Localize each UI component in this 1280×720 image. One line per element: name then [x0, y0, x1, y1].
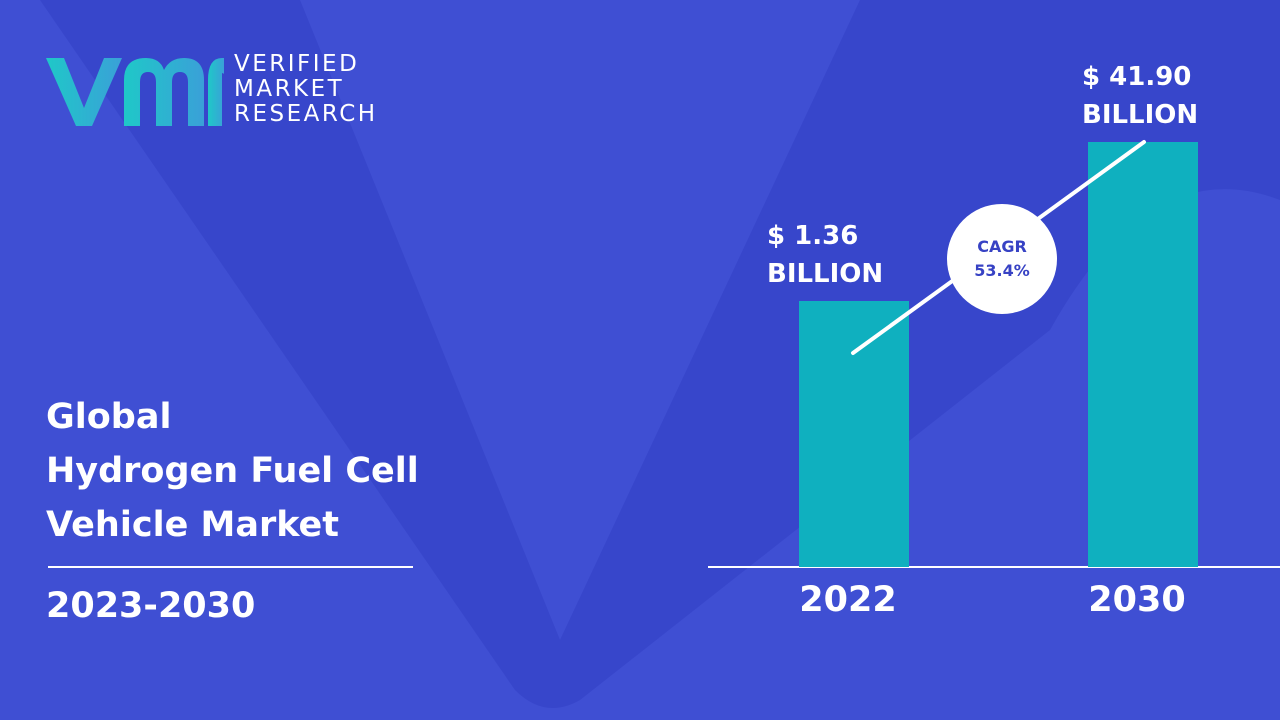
bar-2022: [799, 301, 909, 567]
cagr-value: 53.4%: [974, 261, 1030, 280]
title-line-1: Global: [46, 397, 172, 437]
logo-line-1: VERIFIED: [234, 51, 360, 77]
logo-line-2: MARKET: [234, 76, 345, 102]
title-divider: [48, 566, 413, 568]
brand-logo[interactable]: VERIFIED MARKET RESEARCH: [44, 50, 404, 130]
bar-2030: [1088, 142, 1198, 567]
forecast-period: 2023-2030: [46, 586, 256, 626]
value-label-2030: $ 41.90 BILLION: [1082, 58, 1198, 134]
cagr-label: CAGR: [977, 237, 1027, 256]
value-label-2022: $ 1.36 BILLION: [767, 217, 883, 293]
value-label-line-2: BILLION: [767, 259, 884, 289]
title-line-3: Vehicle Market: [46, 505, 340, 545]
logo-line-3: RESEARCH: [234, 101, 378, 127]
logo-wordmark: VERIFIED MARKET RESEARCH: [234, 52, 404, 127]
category-label-2022: 2022: [799, 580, 897, 620]
background-v-shape: [40, 0, 1280, 708]
value-label-line-2: BILLION: [1082, 100, 1199, 130]
cagr-badge: CAGR 53.4%: [947, 204, 1057, 314]
vmr-logo-icon: [46, 58, 224, 126]
category-label-2030: 2030: [1088, 580, 1186, 620]
title-line-2: Hydrogen Fuel Cell: [46, 451, 419, 491]
report-title: Global Hydrogen Fuel Cell Vehicle Market: [46, 390, 506, 552]
value-label-line-1: $ 41.90: [1082, 62, 1192, 92]
value-label-line-1: $ 1.36: [767, 221, 859, 251]
